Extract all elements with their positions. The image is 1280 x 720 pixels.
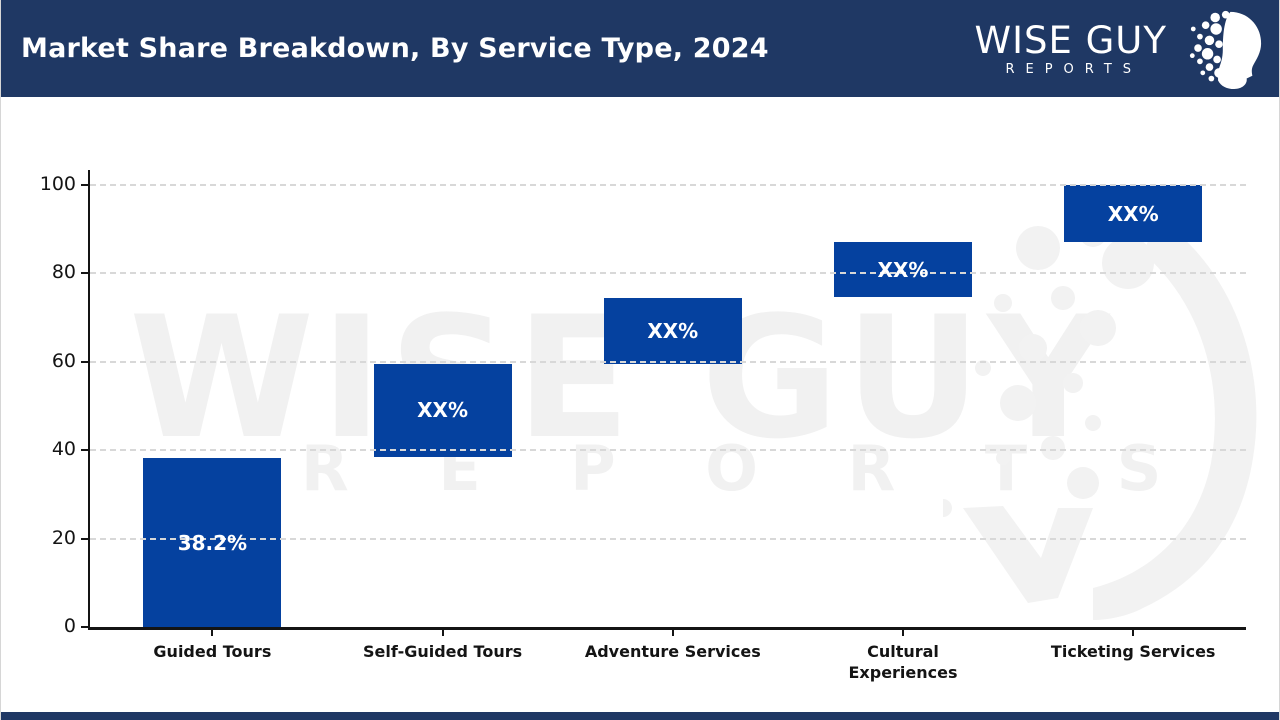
bar-0 — [143, 458, 282, 627]
y-tick-label: 100 — [39, 173, 76, 195]
y-axis-line — [88, 170, 90, 630]
bar-4 — [1064, 185, 1203, 243]
logo-subtitle: REPORTS — [1005, 62, 1143, 77]
x-category-label: Cultural Experiences — [848, 642, 958, 682]
bar-1 — [373, 363, 512, 457]
bar-value-label: XX% — [647, 318, 699, 343]
y-tick — [81, 360, 88, 363]
y-tick — [81, 537, 88, 540]
gridline — [90, 272, 1246, 275]
footer-bar — [1, 712, 1279, 720]
bar-2 — [603, 297, 742, 364]
y-tick — [81, 449, 88, 452]
header: Market Share Breakdown, By Service Type,… — [1, 0, 1279, 97]
x-tick — [211, 630, 214, 636]
page-title: Market Share Breakdown, By Service Type,… — [21, 33, 769, 64]
gridline — [90, 537, 1246, 540]
x-tick — [671, 630, 674, 636]
bar-value-label: XX% — [1107, 201, 1159, 226]
y-tick — [81, 184, 88, 186]
x-category-label: Adventure Services — [584, 642, 761, 661]
bar-value-label: XX% — [877, 257, 929, 282]
x-tick — [1132, 630, 1135, 636]
bar-value-label: XX% — [417, 398, 469, 423]
y-tick-label: 80 — [51, 261, 76, 284]
bar-3 — [834, 242, 972, 297]
x-axis-line — [88, 627, 1246, 630]
gridline — [90, 360, 1246, 363]
logo-wordmark: WISE GUY — [974, 19, 1167, 62]
gridline — [90, 449, 1246, 452]
gridline — [90, 184, 1246, 186]
logo-face-icon — [1189, 10, 1262, 90]
x-tick — [902, 630, 904, 636]
x-category-label: Ticketing Services — [1050, 642, 1216, 661]
x-tick — [441, 630, 444, 636]
watermark-face-icon — [943, 218, 1257, 620]
y-tick — [81, 272, 88, 275]
y-tick — [81, 626, 88, 628]
y-tick-label: 0 — [63, 615, 76, 637]
bar-value-label: 38.2% — [177, 530, 248, 555]
y-tick-label: 40 — [51, 438, 76, 461]
y-tick-label: 20 — [51, 526, 76, 549]
wise-guy-logo: WISE GUY REPORTS — [975, 8, 1267, 90]
y-tick-label: 60 — [51, 349, 76, 372]
x-category-label: Guided Tours — [153, 642, 272, 661]
x-category-label: Self-Guided Tours — [363, 642, 523, 661]
